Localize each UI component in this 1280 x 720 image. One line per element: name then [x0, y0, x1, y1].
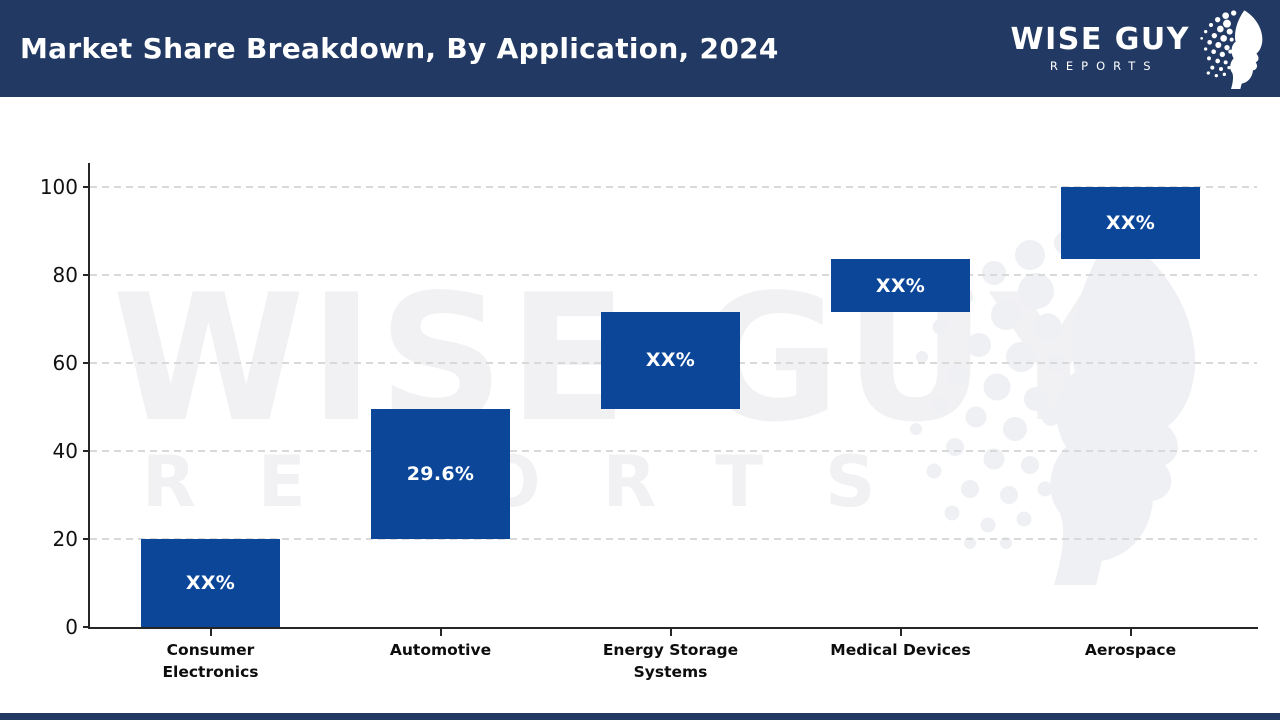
- page-title: Market Share Breakdown, By Application, …: [20, 32, 779, 65]
- bar-consumer-electronics: XX%: [141, 539, 280, 627]
- bar-value-label: XX%: [875, 274, 926, 297]
- x-category-label-line: Consumer: [166, 641, 255, 659]
- y-axis-line: [88, 163, 90, 629]
- y-tick-mark: [83, 186, 90, 188]
- logo-text: WISE GUY REPORTS: [1010, 21, 1190, 73]
- gridline-100: [90, 186, 1257, 188]
- bar-energy-storage-systems: XX%: [601, 311, 740, 409]
- y-tick-mark: [83, 450, 90, 452]
- y-tick-label: 80: [52, 263, 78, 287]
- wise-guy-reports-logo: WISE GUY REPORTS: [1010, 9, 1280, 89]
- y-tick-label: 0: [65, 615, 78, 639]
- logo-wordmark: WISE GUY: [1010, 21, 1190, 57]
- gridline-80: [90, 274, 1257, 276]
- logo-reports-text: REPORTS: [1049, 58, 1159, 73]
- x-category-label: Aerospace: [1016, 640, 1246, 662]
- y-tick-mark: [83, 626, 90, 628]
- x-category-label: Energy Storage Systems: [556, 640, 786, 683]
- bar-aerospace: XX%: [1061, 187, 1200, 260]
- bar-value-label: XX%: [1105, 212, 1156, 235]
- y-tick-label: 20: [52, 527, 78, 551]
- x-category-label: Consumer Electronics: [96, 640, 326, 683]
- gridline-40: [90, 450, 1257, 452]
- x-category-label: Medical Devices: [786, 640, 1016, 662]
- x-tick-mark: [669, 629, 672, 636]
- logo-face-icon: [1200, 9, 1263, 89]
- x-axis-line: [88, 627, 1258, 629]
- y-tick-mark: [83, 362, 90, 364]
- header-bar: Market Share Breakdown, By Application, …: [0, 0, 1280, 97]
- footer-bar: [0, 713, 1280, 720]
- y-tick-label: 40: [52, 439, 78, 463]
- bar-medical-devices: XX%: [831, 259, 970, 312]
- bar-automotive: 29.6%: [371, 408, 510, 539]
- x-category-label-line: Electronics: [162, 662, 259, 681]
- x-tick-mark: [899, 629, 902, 636]
- x-category-label-line: Systems: [633, 662, 708, 681]
- x-tick-mark: [209, 629, 212, 636]
- y-tick-mark: [83, 538, 90, 540]
- x-tick-mark: [439, 629, 442, 636]
- bar-value-label: 29.6%: [406, 462, 475, 485]
- y-tick-label: 60: [52, 351, 78, 375]
- bar-value-label: XX%: [645, 349, 696, 372]
- x-category-label: Automotive: [326, 640, 556, 662]
- x-category-label-line: Energy Storage: [602, 641, 739, 659]
- x-tick-mark: [1129, 629, 1132, 636]
- x-category-label-line: Aerospace: [1084, 641, 1177, 659]
- gridline-20: [90, 538, 1257, 540]
- x-category-label-line: Medical Devices: [830, 641, 971, 659]
- y-tick-mark: [83, 274, 90, 276]
- x-category-label-line: Automotive: [389, 641, 492, 659]
- bar-value-label: XX%: [185, 572, 236, 594]
- y-tick-label: 100: [39, 175, 78, 199]
- plot-area: XX% 29.6% XX% XX% XX%: [90, 163, 1257, 627]
